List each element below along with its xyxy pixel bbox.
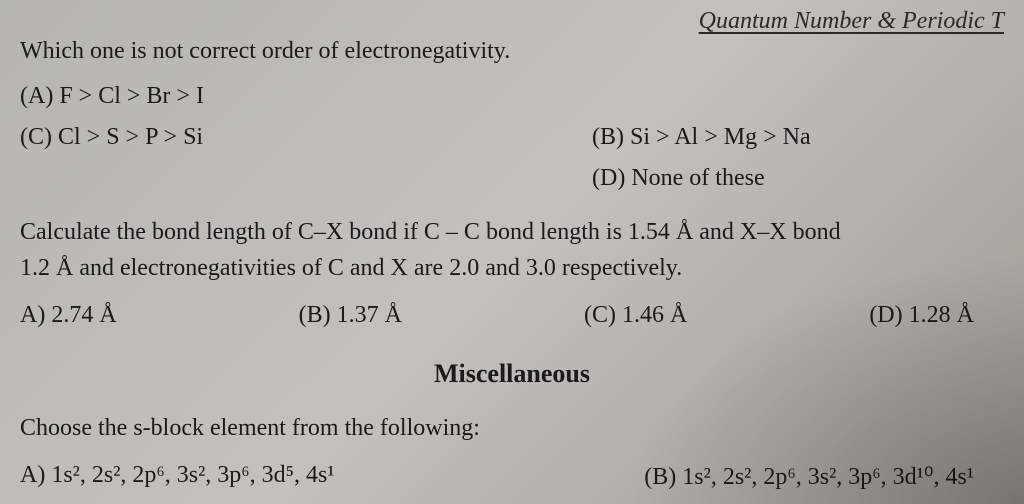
q3-optA-config: 1s², 2s², 2p⁶, 3s², 3p⁶, 3d⁵, 4s¹ bbox=[51, 462, 334, 488]
chapter-title: Quantum Number & Periodic T bbox=[699, 8, 1004, 35]
q3-stem: Choose the s-block element from the foll… bbox=[20, 415, 1004, 442]
q3-options: A) 1s², 2s², 2p⁶, 3s², 3p⁶, 3d⁵, 4s¹ (B)… bbox=[20, 462, 1004, 491]
q1-options: (A) F > Cl > Br > I (C) Cl > S > P > Si … bbox=[20, 83, 1004, 192]
q2-option-d: (D) 1.28 Å bbox=[869, 302, 974, 329]
q1-stem: Which one is not correct order of electr… bbox=[20, 38, 1004, 65]
q3-optB-config: 1s², 2s², 2p⁶, 3s², 3p⁶, 3d¹⁰, 4s¹ bbox=[682, 464, 974, 490]
q1-option-d: (D) None of these bbox=[592, 165, 1004, 192]
q3-option-b: (B) 1s², 2s², 2p⁶, 3s², 3p⁶, 3d¹⁰, 4s¹ bbox=[644, 462, 974, 491]
q2-option-b: (B) 1.37 Å bbox=[299, 302, 402, 329]
q2-option-a: A) 2.74 Å bbox=[20, 302, 117, 329]
q2-options: A) 2.74 Å (B) 1.37 Å (C) 1.46 Å (D) 1.28… bbox=[20, 302, 1004, 329]
q3-optB-label: (B) bbox=[644, 464, 682, 490]
q3-option-a: A) 1s², 2s², 2p⁶, 3s², 3p⁶, 3d⁵, 4s¹ bbox=[20, 462, 335, 491]
q1-option-c: (C) Cl > S > P > Si bbox=[20, 124, 492, 151]
section-heading-misc: Miscellaneous bbox=[20, 359, 1004, 389]
q2-stem-line1: Calculate the bond length of C–X bond if… bbox=[20, 219, 841, 245]
q1-option-a: (A) F > Cl > Br > I bbox=[20, 83, 492, 110]
q2-stem-line2: 1.2 Å and electronegativities of C and X… bbox=[20, 255, 682, 281]
q3-optA-label: A) bbox=[20, 462, 51, 488]
q1-option-b: (B) Si > Al > Mg > Na bbox=[592, 124, 1004, 151]
q2-option-c: (C) 1.46 Å bbox=[584, 302, 687, 329]
q2-stem: Calculate the bond length of C–X bond if… bbox=[20, 214, 1004, 286]
